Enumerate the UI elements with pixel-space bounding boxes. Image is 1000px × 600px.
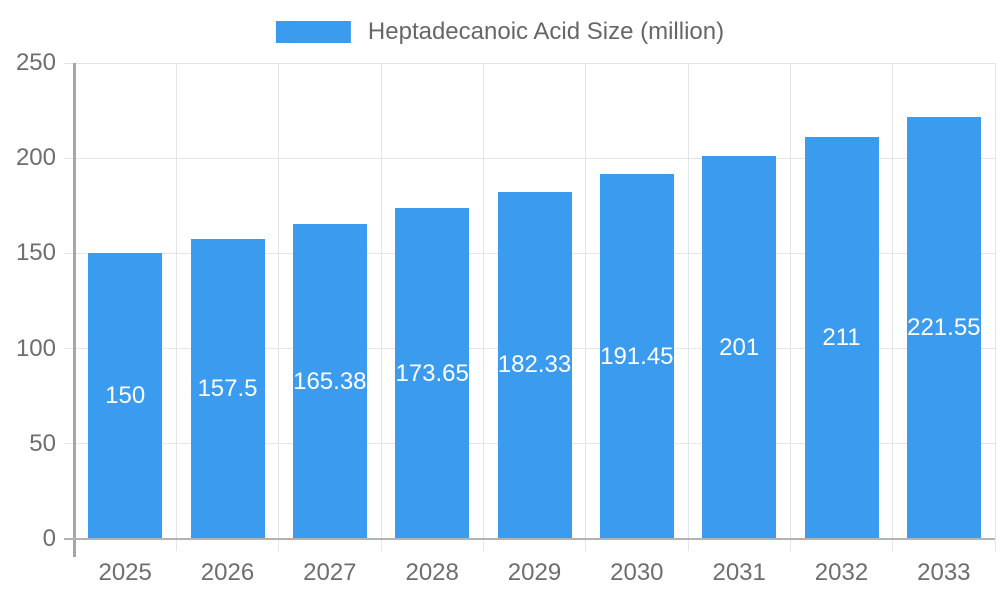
plot-area: 150 157.5 165.38 173.65 182.33 191.45 201 211 22… — [16, 49, 996, 586]
gridline-x-6 — [687, 63, 689, 551]
x-tick-label: 2030 — [610, 559, 664, 586]
x-tick-label: 2033 — [917, 559, 971, 586]
y-tick-label: 100 — [15, 334, 56, 362]
gridline-y-200 — [64, 157, 995, 159]
gridline-y-250 — [64, 62, 995, 64]
bar-2025 — [88, 253, 163, 539]
x-tick-label: 2032 — [814, 559, 869, 586]
gridline-x-3 — [380, 63, 382, 551]
y-tick-label: 50 — [29, 429, 56, 457]
legend-swatch-icon — [275, 21, 351, 43]
y-axis-line — [73, 63, 76, 557]
x-tick-label: 2031 — [712, 559, 766, 586]
x-tick-label: 2028 — [405, 559, 459, 586]
y-tick-label: 0 — [42, 525, 56, 552]
gridline-x-7 — [789, 63, 791, 551]
gridline-x-2 — [278, 63, 280, 551]
y-tick-label: 150 — [15, 239, 56, 267]
legend-label: Heptadecanoic Acid Size (million) — [367, 18, 725, 45]
bar-2030 — [599, 174, 674, 539]
bar-2033 — [906, 117, 981, 539]
legend[interactable]: Heptadecanoic Acid Size (million) — [275, 18, 725, 46]
bar-2027 — [292, 224, 367, 539]
x-tick-label: 2027 — [303, 559, 357, 586]
gridline-x-1 — [175, 63, 177, 551]
bar-2028 — [395, 208, 470, 539]
x-tick-label: 2026 — [200, 559, 255, 586]
bar-2031 — [702, 156, 777, 539]
bar-2026 — [190, 239, 265, 539]
bar-2032 — [804, 137, 879, 539]
bar-2029 — [497, 191, 572, 539]
x-axis-line — [64, 538, 995, 540]
gridline-x-5 — [585, 63, 587, 551]
x-tick-label: 2025 — [98, 559, 152, 586]
y-tick-label: 250 — [15, 49, 56, 76]
gridline-x-9 — [994, 63, 996, 551]
gridline-x-4 — [482, 63, 484, 551]
gridline-x-8 — [892, 63, 894, 551]
x-tick-label: 2029 — [507, 559, 562, 586]
y-tick-label: 200 — [15, 144, 56, 172]
